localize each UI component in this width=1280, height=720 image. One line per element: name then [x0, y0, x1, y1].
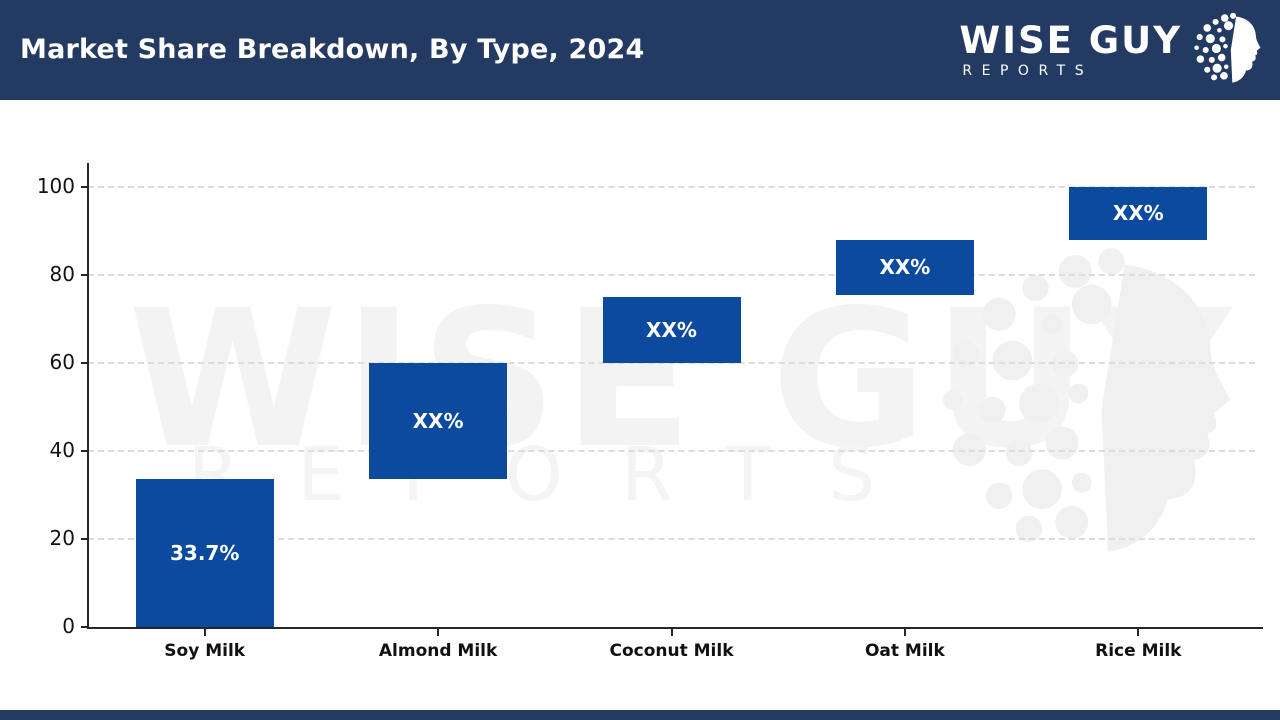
gridline [88, 450, 1255, 452]
logo-reports-label: REPORTS [962, 62, 1094, 79]
y-tick [81, 626, 88, 628]
header-bar: Market Share Breakdown, By Type, 2024 WI… [0, 0, 1280, 100]
x-tick [1137, 629, 1140, 636]
x-tick-label: Soy Milk [164, 641, 246, 661]
gridline [88, 186, 1255, 188]
gridline [88, 538, 1255, 540]
y-tick [81, 274, 88, 276]
bar-almond-milk: XX% [369, 363, 508, 479]
y-tick-label: 100 [36, 174, 75, 198]
logo: WISE GUY REPORTS [959, 8, 1266, 92]
bar-rice-milk: XX% [1069, 187, 1208, 240]
x-axis-spine [87, 627, 1263, 629]
bar-value-label: XX% [879, 255, 931, 280]
gridline [88, 274, 1255, 276]
footer-bar [0, 710, 1280, 720]
x-tick [670, 629, 673, 636]
bar-value-label: XX% [1112, 201, 1164, 226]
gridline [88, 362, 1255, 364]
bar-oat-milk: XX% [835, 239, 974, 295]
x-tick-label: Coconut Milk [609, 641, 734, 661]
bar-value-label: 33.7% [169, 540, 240, 565]
x-tick-label: Oat Milk [864, 641, 945, 661]
logo-head-icon [1194, 12, 1261, 83]
x-tick-label: Almond Milk [378, 641, 498, 661]
y-axis-spine [87, 163, 89, 629]
y-tick [81, 186, 88, 188]
bar-soy-milk: 33.7% [135, 478, 274, 627]
y-tick-label: 60 [49, 350, 75, 374]
bar-value-label: XX% [646, 318, 697, 342]
x-tick [203, 629, 206, 636]
x-tick-label: Rice Milk [1095, 641, 1182, 661]
x-tick [903, 629, 906, 636]
y-tick [81, 538, 88, 540]
x-tick [437, 629, 440, 636]
logo-wordmark: WISE GUY [959, 18, 1182, 62]
y-tick-label: 20 [49, 526, 75, 550]
y-tick [81, 362, 88, 364]
y-tick-label: 40 [49, 438, 75, 462]
y-tick-label: 80 [49, 262, 75, 286]
y-tick [81, 450, 88, 452]
bar-coconut-milk: XX% [602, 297, 741, 363]
page-title: Market Share Breakdown, By Type, 2024 [20, 34, 645, 65]
watermark-head-icon [943, 248, 1231, 552]
bar-value-label: XX% [412, 408, 464, 433]
y-tick-label: 0 [62, 614, 75, 638]
